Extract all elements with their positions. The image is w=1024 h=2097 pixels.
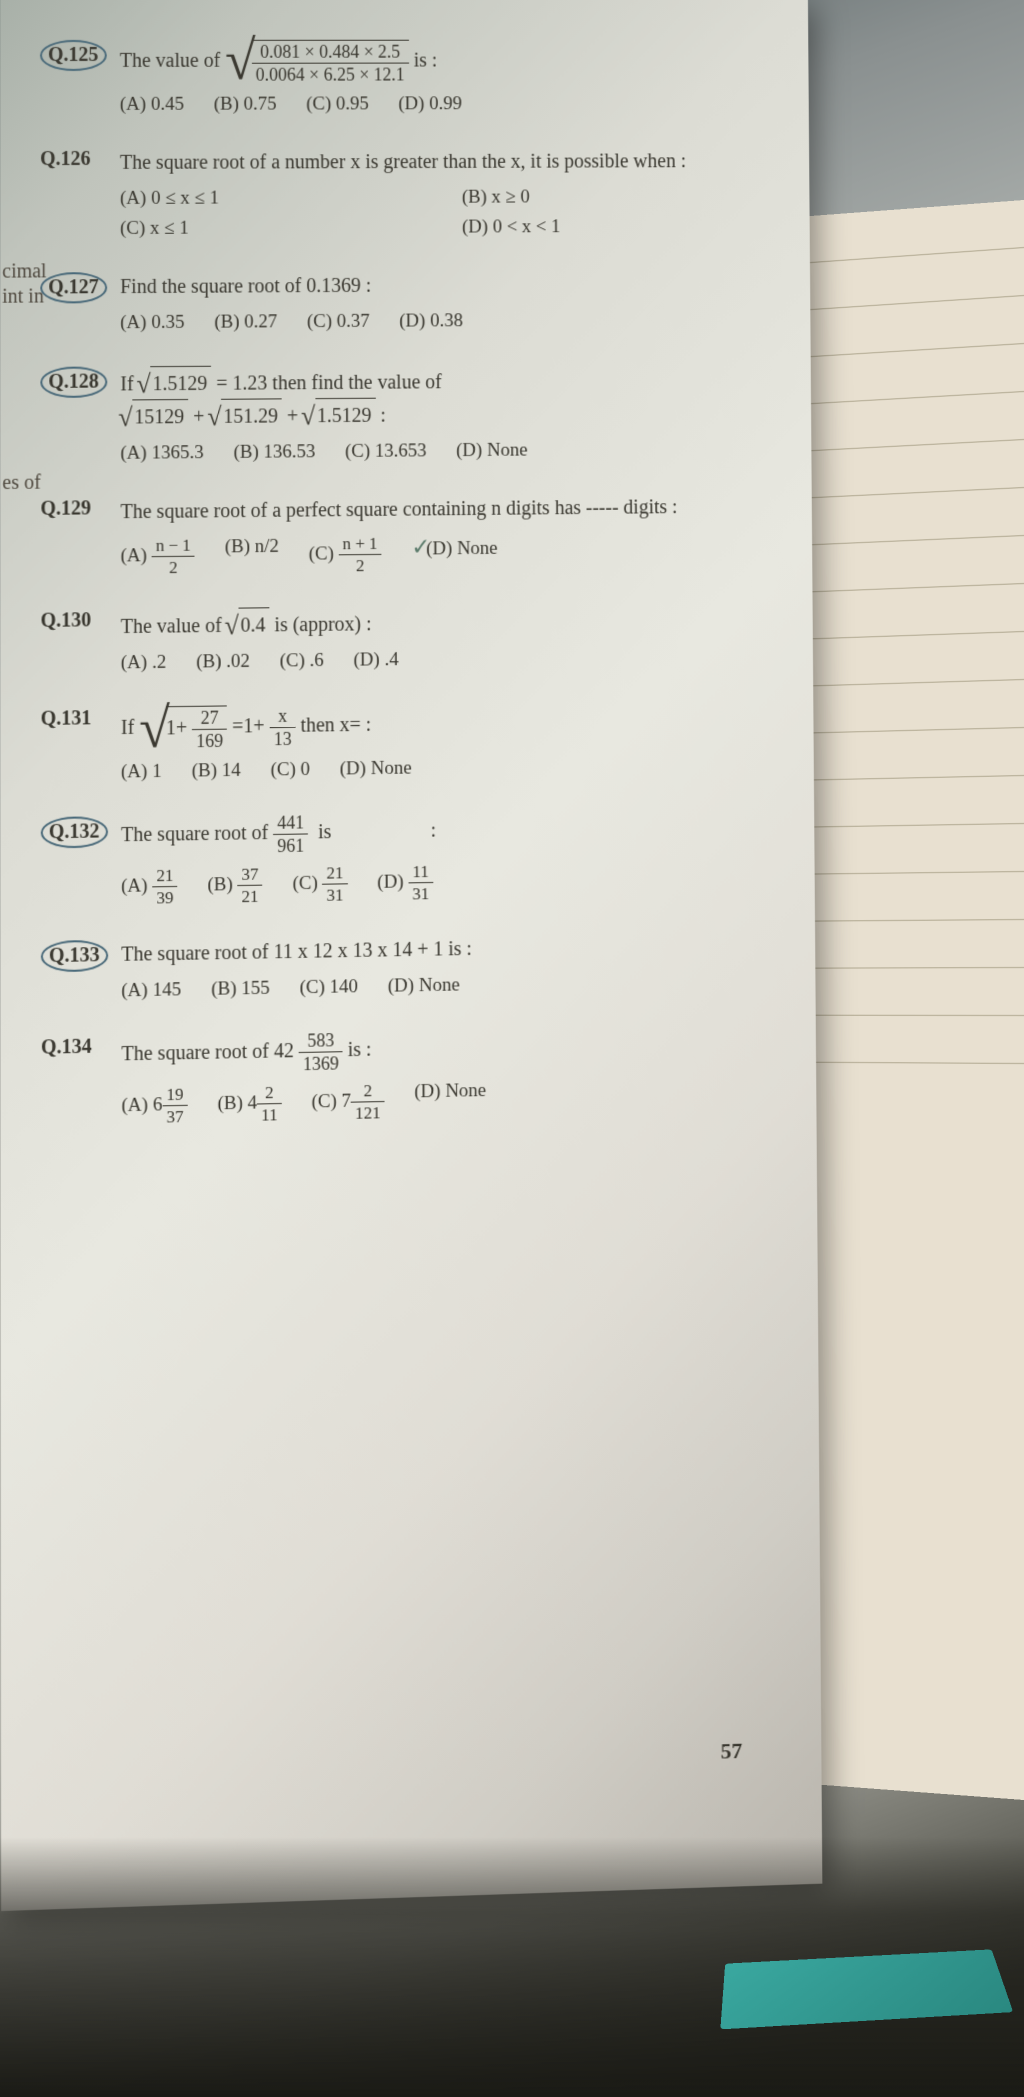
opt-127-b: (B) 0.27 bbox=[214, 311, 277, 333]
opt-130-a: (A) .2 bbox=[121, 652, 166, 675]
options-133: (A) 145 (B) 155 (C) 140 (D) None bbox=[121, 969, 766, 1002]
question-130: Q.130 The value of 0.4 is (approx) : (A)… bbox=[30, 602, 764, 675]
options-130: (A) .2 (B) .02 (C) .6 (D) .4 bbox=[121, 645, 764, 675]
opt-127-c: (C) 0.37 bbox=[307, 311, 370, 333]
options-129: (A) n − 12 (B) n/2 (C) n + 12 ✓(D) None bbox=[121, 531, 764, 577]
question-126: Q.126 The square root of a number x is g… bbox=[30, 146, 761, 240]
qnum-128: Q.128 bbox=[40, 366, 107, 398]
qtext-134: The square root of 42 5831369 is : bbox=[121, 1024, 767, 1077]
qnum-127: Q.127 bbox=[40, 272, 107, 303]
sqrt-expression: √ 0.081 × 0.484 × 2.5 0.0064 × 6.25 × 12… bbox=[225, 40, 409, 84]
qtext-133: The square root of 11 x 12 x 13 x 14 + 1… bbox=[121, 929, 766, 970]
opt-126-c: (C) x ≤ 1 bbox=[120, 217, 423, 240]
opt-133-c: (C) 140 bbox=[300, 976, 358, 999]
opt-125-b: (B) 0.75 bbox=[214, 94, 277, 116]
opt-130-c: (C) .6 bbox=[280, 650, 324, 673]
qnum-129: Q.129 bbox=[40, 497, 91, 521]
margin-text-esof: es of bbox=[2, 472, 40, 496]
question-131: Q.131 If √ 1+ 27169 =1+ x13 then x= : (A… bbox=[31, 699, 765, 785]
question-133: Q.133 The square root of 11 x 12 x 13 x … bbox=[31, 929, 767, 1004]
qnum-133: Q.133 bbox=[41, 940, 108, 973]
options-125: (A) 0.45 (B) 0.75 (C) 0.95 (D) 0.99 bbox=[120, 93, 760, 116]
opt-131-d: (D) None bbox=[340, 758, 412, 781]
qtext-126: The square root of a number x is greater… bbox=[120, 146, 761, 178]
opt-132-b: (B) 3721 bbox=[207, 866, 262, 906]
options-132: (A) 2139 (B) 3721 (C) 2131 (D) 1131 bbox=[121, 858, 766, 907]
question-132: Q.132 The square root of 441961 is : (A)… bbox=[31, 807, 766, 909]
opt-126-b: (B) x ≥ 0 bbox=[462, 186, 761, 209]
qnum-132: Q.132 bbox=[41, 816, 108, 848]
opt-132-c: (C) 2131 bbox=[292, 864, 347, 904]
qnum-130: Q.130 bbox=[41, 609, 92, 633]
opt-129-c: (C) n + 12 bbox=[309, 535, 382, 575]
opt-125-c: (C) 0.95 bbox=[306, 93, 369, 115]
opt-125-d: (D) 0.99 bbox=[398, 93, 462, 115]
notebook-background bbox=[792, 200, 1024, 1800]
qnum-131: Q.131 bbox=[41, 707, 92, 731]
opt-133-b: (B) 155 bbox=[211, 978, 270, 1001]
options-126: (A) 0 ≤ x ≤ 1 (B) x ≥ 0 (C) x ≤ 1 (D) 0 … bbox=[120, 186, 761, 240]
qnum-125: Q.125 bbox=[40, 40, 106, 71]
opt-133-d: (D) None bbox=[388, 975, 460, 998]
options-134: (A) 61937 (B) 4211 (C) 72121 (D) None bbox=[121, 1075, 767, 1127]
opt-125-a: (A) 0.45 bbox=[120, 94, 184, 116]
opt-128-b: (B) 136.53 bbox=[233, 441, 315, 464]
opt-129-d: ✓(D) None bbox=[411, 534, 498, 574]
opt-129-b: (B) n/2 bbox=[225, 536, 279, 576]
opt-128-c: (C) 13.653 bbox=[345, 440, 427, 463]
opt-134-b: (B) 4211 bbox=[217, 1084, 281, 1125]
question-128: Q.128 If 1.5129 = 1.23 then find the val… bbox=[30, 362, 762, 465]
page-number: 57 bbox=[720, 1738, 742, 1765]
qtext-129: The square root of a perfect square cont… bbox=[120, 491, 763, 527]
opt-134-d: (D) None bbox=[414, 1080, 486, 1121]
qtext-130: The value of 0.4 is (approx) : bbox=[121, 602, 764, 642]
question-134: Q.134 The square root of 42 5831369 is :… bbox=[31, 1024, 768, 1129]
qtext-127: Find the square root of 0.1369 : bbox=[120, 269, 761, 302]
opt-131-b: (B) 14 bbox=[192, 760, 241, 783]
opt-126-a: (A) 0 ≤ x ≤ 1 bbox=[120, 187, 423, 210]
opt-129-a: (A) n − 12 bbox=[121, 537, 195, 577]
qnum-126: Q.126 bbox=[40, 148, 91, 171]
opt-131-c: (C) 0 bbox=[271, 759, 310, 782]
opt-127-d: (D) 0.38 bbox=[399, 310, 463, 332]
opt-132-a: (A) 2139 bbox=[121, 867, 177, 908]
opt-130-b: (B) .02 bbox=[196, 651, 250, 674]
qtext-131: If √ 1+ 27169 =1+ x13 then x= : bbox=[121, 699, 765, 751]
opt-134-a: (A) 61937 bbox=[121, 1086, 187, 1127]
opt-128-d: (D) None bbox=[456, 440, 527, 463]
exam-page: cimal int in es of Q.125 The value of √ … bbox=[0, 0, 822, 1911]
options-131: (A) 1 (B) 14 (C) 0 (D) None bbox=[121, 753, 765, 784]
opt-127-a: (A) 0.35 bbox=[120, 312, 184, 334]
qtext-132: The square root of 441961 is : bbox=[121, 807, 765, 858]
options-128: (A) 1365.3 (B) 136.53 (C) 13.653 (D) Non… bbox=[120, 438, 762, 465]
question-127: Q.127 Find the square root of 0.1369 : (… bbox=[30, 269, 762, 335]
opt-133-a: (A) 145 bbox=[121, 979, 181, 1002]
opt-130-d: (D) .4 bbox=[354, 649, 399, 672]
options-127: (A) 0.35 (B) 0.27 (C) 0.37 (D) 0.38 bbox=[120, 309, 762, 335]
qtext-128: If 1.5129 = 1.23 then find the value of … bbox=[120, 362, 762, 432]
qnum-134: Q.134 bbox=[41, 1036, 92, 1060]
opt-134-c: (C) 72121 bbox=[311, 1082, 384, 1123]
question-129: Q.129 The square root of a perfect squar… bbox=[30, 491, 763, 577]
opt-128-a: (A) 1365.3 bbox=[120, 442, 203, 465]
opt-131-a: (A) 1 bbox=[121, 761, 162, 784]
opt-132-d: (D) 1131 bbox=[377, 863, 433, 903]
question-125: Q.125 The value of √ 0.081 × 0.484 × 2.5… bbox=[30, 39, 760, 116]
opt-126-d: (D) 0 < x < 1 bbox=[462, 215, 761, 238]
qtext-125: The value of √ 0.081 × 0.484 × 2.5 0.006… bbox=[120, 39, 760, 83]
